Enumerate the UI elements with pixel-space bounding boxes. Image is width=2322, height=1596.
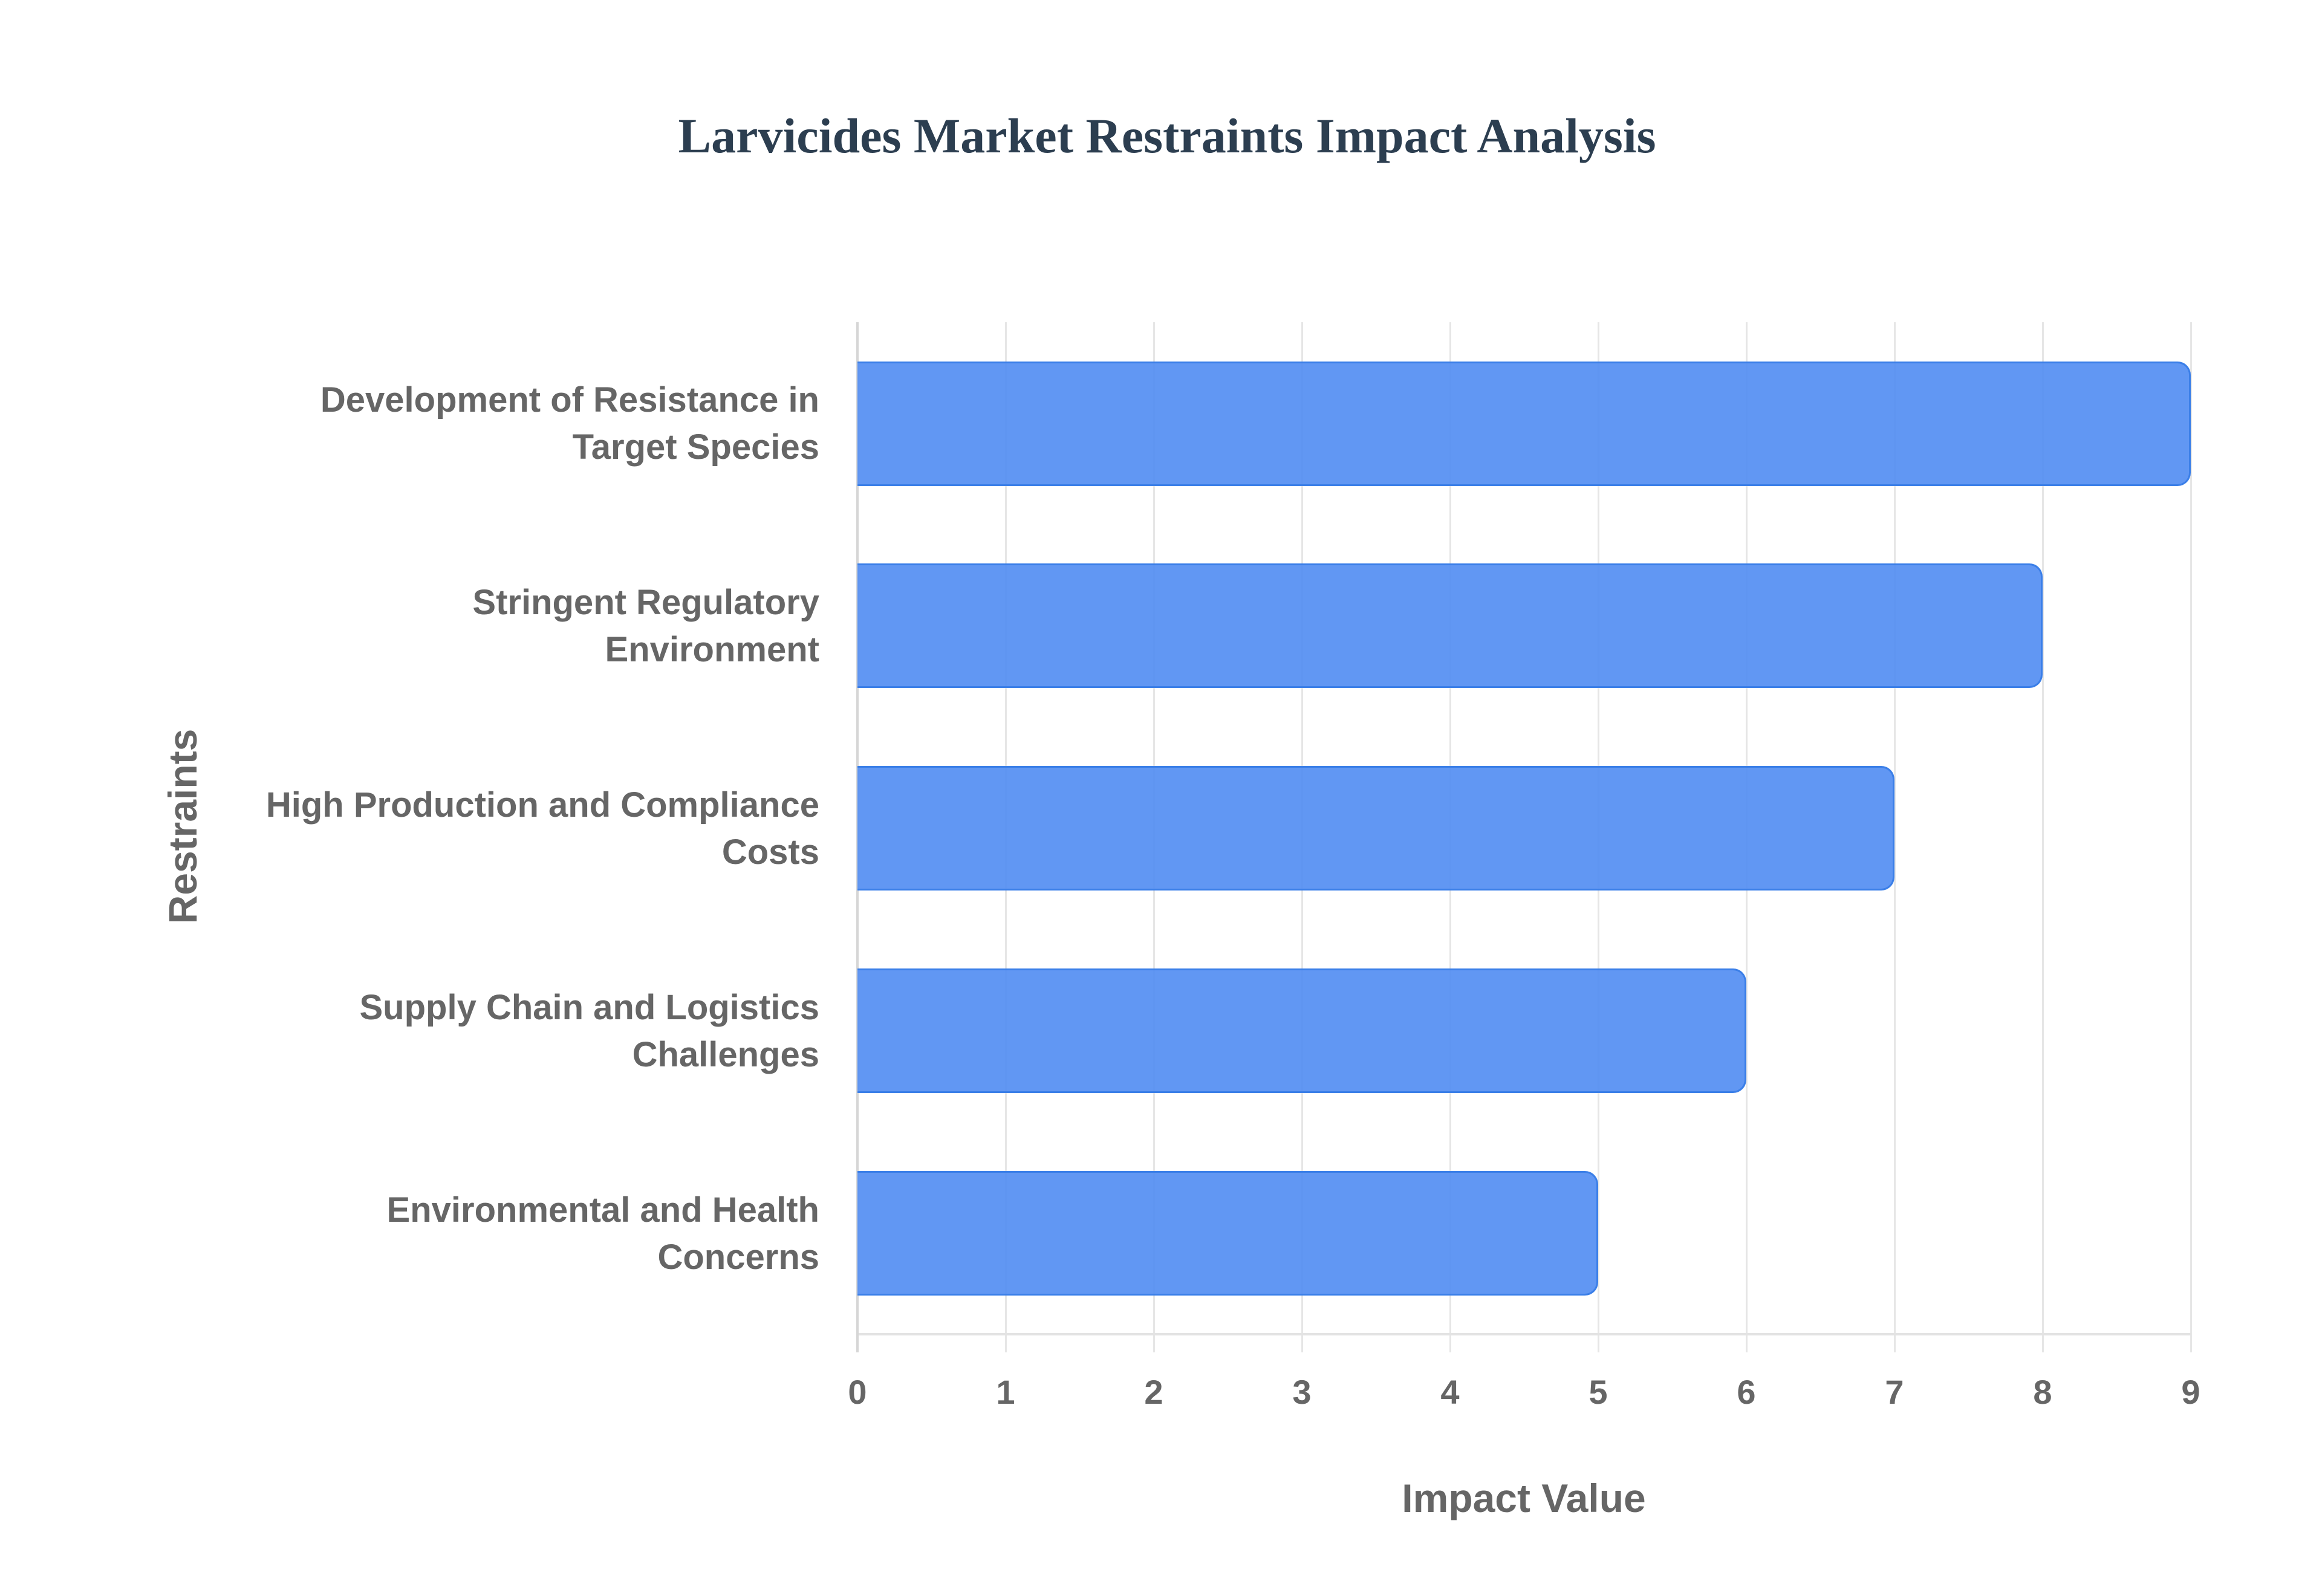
category-label-line: Environmental and Health — [386, 1190, 819, 1230]
bar[interactable] — [857, 766, 1894, 890]
x-tick-label: 6 — [1737, 1373, 1756, 1411]
x-tick-label: 8 — [2033, 1373, 2052, 1411]
gridline — [2042, 322, 2044, 1352]
category-label: Supply Chain and Logistics Challenges — [215, 984, 819, 1079]
bar[interactable] — [857, 362, 2191, 486]
x-tick-label: 4 — [1440, 1373, 1460, 1411]
bar[interactable] — [857, 968, 1746, 1093]
x-tick-label: 9 — [2181, 1373, 2200, 1411]
chart-title: Larvicides Market Restraints Impact Anal… — [678, 108, 1656, 163]
category-label-line: Stringent Regulatory — [472, 583, 819, 622]
category-label-line: Concerns — [657, 1238, 819, 1277]
category-label-line: High Production and Compliance — [265, 785, 819, 825]
category-label: Environmental and Health Concerns — [215, 1187, 819, 1281]
y-axis-label: Restraints — [160, 728, 205, 924]
plot-area — [856, 322, 2192, 1352]
category-label: Development of Resistance in Target Spec… — [215, 377, 819, 471]
x-tick-label: 0 — [848, 1373, 867, 1411]
x-tick-label: 5 — [1589, 1373, 1608, 1411]
x-tick-label: 1 — [996, 1373, 1015, 1411]
category-label-line: Development of Resistance in — [320, 380, 819, 420]
category-label-line: Costs — [721, 832, 819, 872]
gridline — [2190, 322, 2192, 1352]
bar[interactable] — [857, 1171, 1598, 1296]
category-label-line: Supply Chain and Logistics — [359, 988, 819, 1027]
bar[interactable] — [857, 563, 2043, 688]
x-tick-label: 7 — [1885, 1373, 1904, 1411]
category-label-line: Target Species — [572, 427, 819, 467]
x-axis-label: Impact Value — [1402, 1476, 1646, 1520]
category-label: Stringent Regulatory Environment — [215, 579, 819, 673]
category-label-line: Environment — [605, 630, 820, 669]
category-label: High Production and Compliance Costs — [215, 782, 819, 876]
x-tick-label: 3 — [1292, 1373, 1312, 1411]
gridline — [1894, 322, 1896, 1352]
category-label-line: Challenges — [632, 1035, 819, 1074]
x-axis-line — [857, 1333, 2191, 1335]
x-tick-label: 2 — [1144, 1373, 1163, 1411]
